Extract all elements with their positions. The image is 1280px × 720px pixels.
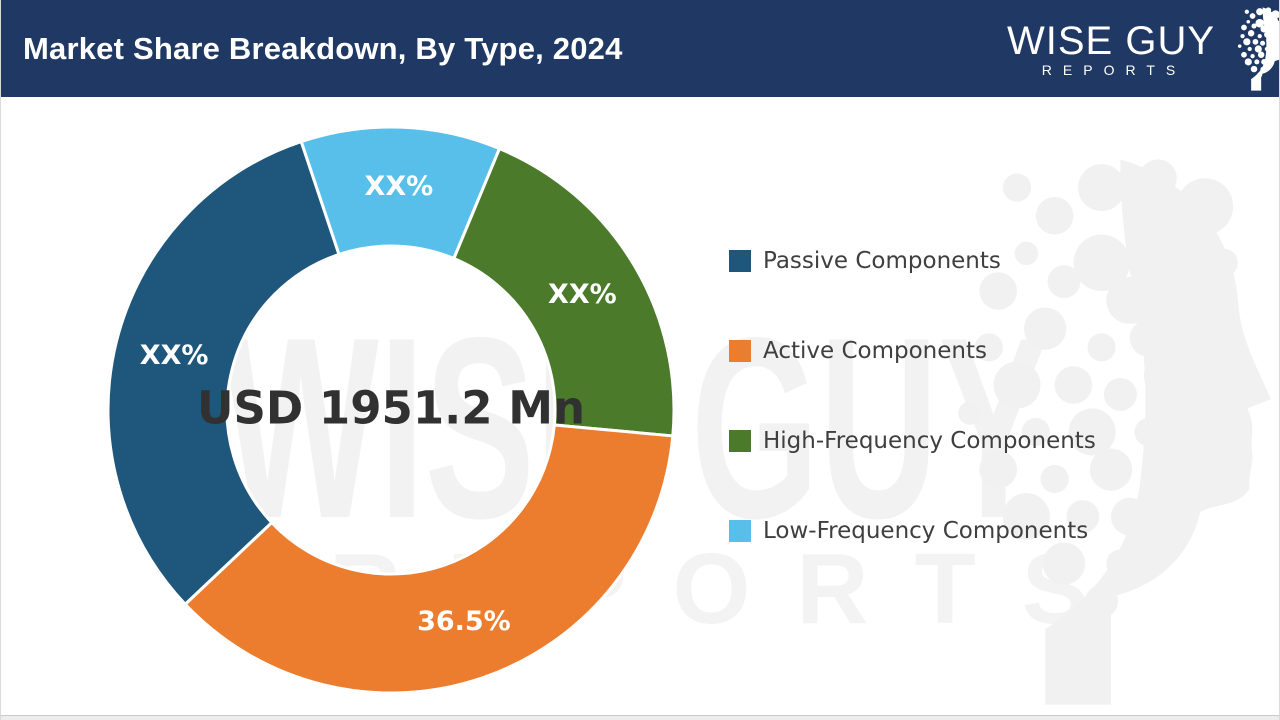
chart-legend: Passive Components Active Components High-… (729, 248, 1096, 609)
wiseguy-logo-name: WISE GUY (1007, 19, 1216, 63)
wiseguy-logo-text: WISE GUY REPORTS (1007, 20, 1215, 78)
legend-item-active-components[interactable]: Active Components (729, 338, 1096, 364)
header-bar: Market Share Breakdown, By Type, 2024 WI… (1, 0, 1279, 97)
page-title: Market Share Breakdown, By Type, 2024 (23, 30, 623, 66)
legend-swatch-high-frequency-components (729, 430, 751, 452)
wiseguy-face-icon (1237, 7, 1279, 91)
legend-label-passive-components: Passive Components (763, 248, 1001, 274)
wiseguy-logo-subtitle: REPORTS (1041, 62, 1187, 78)
donut-slice-high-frequency-components[interactable] (452, 147, 676, 438)
donut-slice-active-components[interactable] (183, 423, 675, 695)
legend-item-passive-components[interactable]: Passive Components (729, 248, 1096, 274)
chart-area: WISE GUY REPORTS XX% XX% 36.5% XX% USD 1951… (1, 97, 1279, 716)
wiseguy-logo: WISE GUY REPORTS (1007, 4, 1279, 94)
legend-label-high-frequency-components: High-Frequency Components (763, 428, 1096, 454)
legend-swatch-low-frequency-components (729, 520, 751, 542)
bottom-border (1, 715, 1279, 720)
legend-swatch-passive-components (729, 250, 751, 272)
slice-label-passive-components: XX% (140, 340, 209, 371)
slice-label-high-frequency-components: XX% (548, 279, 617, 310)
legend-item-high-frequency-components[interactable]: High-Frequency Components (729, 428, 1096, 454)
slice-label-low-frequency-components: XX% (365, 171, 434, 202)
donut-center-value: USD 1951.2 Mn (196, 381, 586, 435)
donut-chart: XX% XX% 36.5% XX% (106, 125, 676, 695)
donut-slice-passive-components[interactable] (106, 140, 341, 606)
legend-swatch-active-components (729, 340, 751, 362)
legend-label-low-frequency-components: Low-Frequency Components (763, 518, 1089, 544)
slice-label-active-components: 36.5% (417, 606, 511, 637)
legend-item-low-frequency-components[interactable]: Low-Frequency Components (729, 518, 1096, 544)
legend-label-active-components: Active Components (763, 338, 987, 364)
